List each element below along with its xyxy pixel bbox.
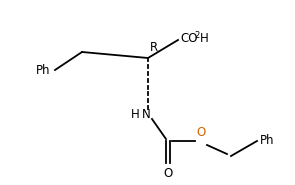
- Text: CO: CO: [180, 31, 197, 45]
- Text: R: R: [150, 41, 158, 54]
- Text: H: H: [131, 108, 140, 122]
- Text: O: O: [163, 167, 173, 180]
- Text: Ph: Ph: [260, 134, 275, 147]
- Text: O: O: [196, 126, 206, 139]
- Text: 2: 2: [194, 31, 199, 40]
- Text: N: N: [142, 108, 151, 122]
- Text: Ph: Ph: [35, 63, 50, 77]
- Text: H: H: [200, 31, 209, 45]
